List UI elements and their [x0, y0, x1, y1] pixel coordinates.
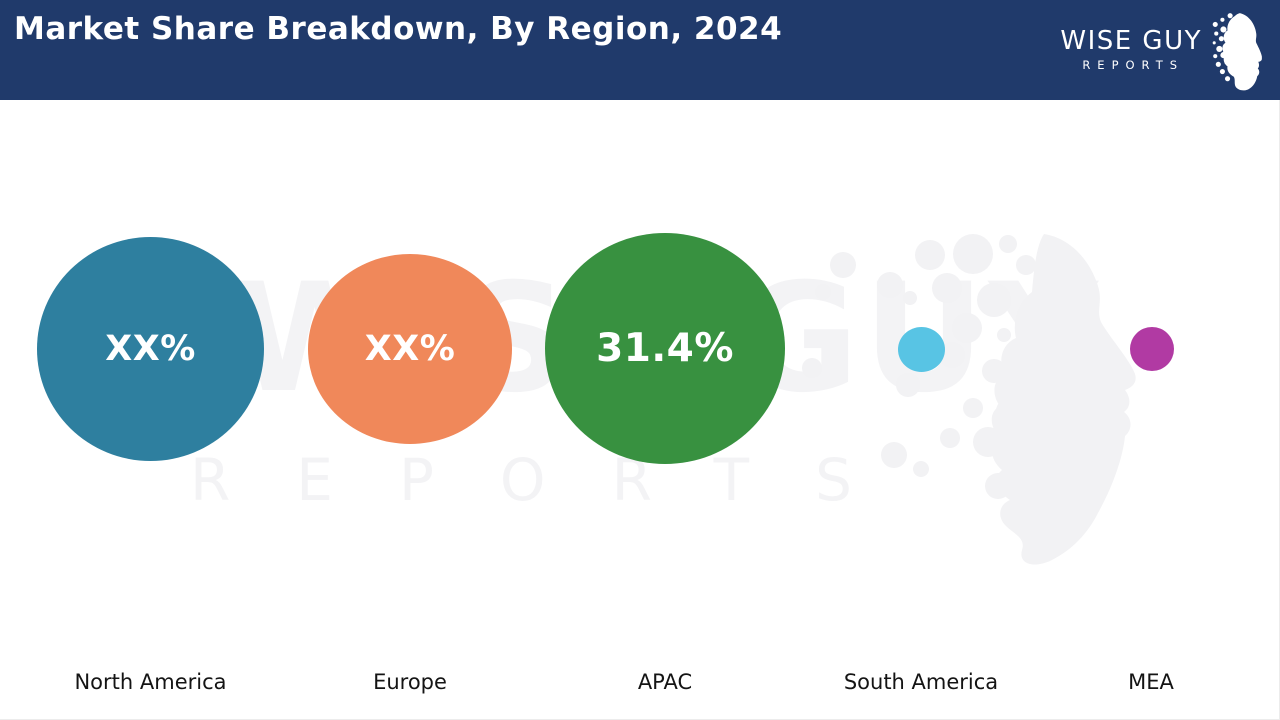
bubble-europe: XX%	[308, 254, 512, 444]
bubble-south-america	[898, 327, 945, 372]
watermark-small-text: REPORTS	[190, 446, 918, 514]
bubble-north-america: XX%	[37, 237, 264, 461]
bubble-value-europe: XX%	[364, 329, 456, 369]
category-label-europe: Europe	[373, 670, 447, 694]
category-label-apac: APAC	[637, 670, 693, 694]
category-label-south-america: South America	[843, 670, 999, 694]
chart-canvas: WISE GUY REPORTS XX% XX% 31.4% Nort	[0, 100, 1280, 720]
bubble-apac: 31.4%	[545, 233, 785, 464]
page-title: Market Share Breakdown, By Region, 2024	[14, 11, 783, 47]
category-label-mea: MEA	[1128, 670, 1174, 694]
bubble-value-north-america: XX%	[105, 329, 196, 369]
category-label-north-america: North America	[74, 670, 227, 694]
head-profile-logo-icon	[1212, 13, 1262, 91]
logo-name: WISE GUY	[1060, 26, 1202, 57]
bubble-value-apac: 31.4%	[596, 326, 734, 371]
watermark-head-profile	[802, 234, 1136, 565]
bubble-mea	[1130, 327, 1174, 371]
header-bar: Market Share Breakdown, By Region, 2024 …	[0, 0, 1280, 100]
logo-tagline: REPORTS	[1082, 57, 1185, 72]
wise-guy-reports-logo: WISE GUY REPORTS	[1060, 8, 1264, 92]
logo-text: WISE GUY REPORTS	[1060, 26, 1202, 72]
